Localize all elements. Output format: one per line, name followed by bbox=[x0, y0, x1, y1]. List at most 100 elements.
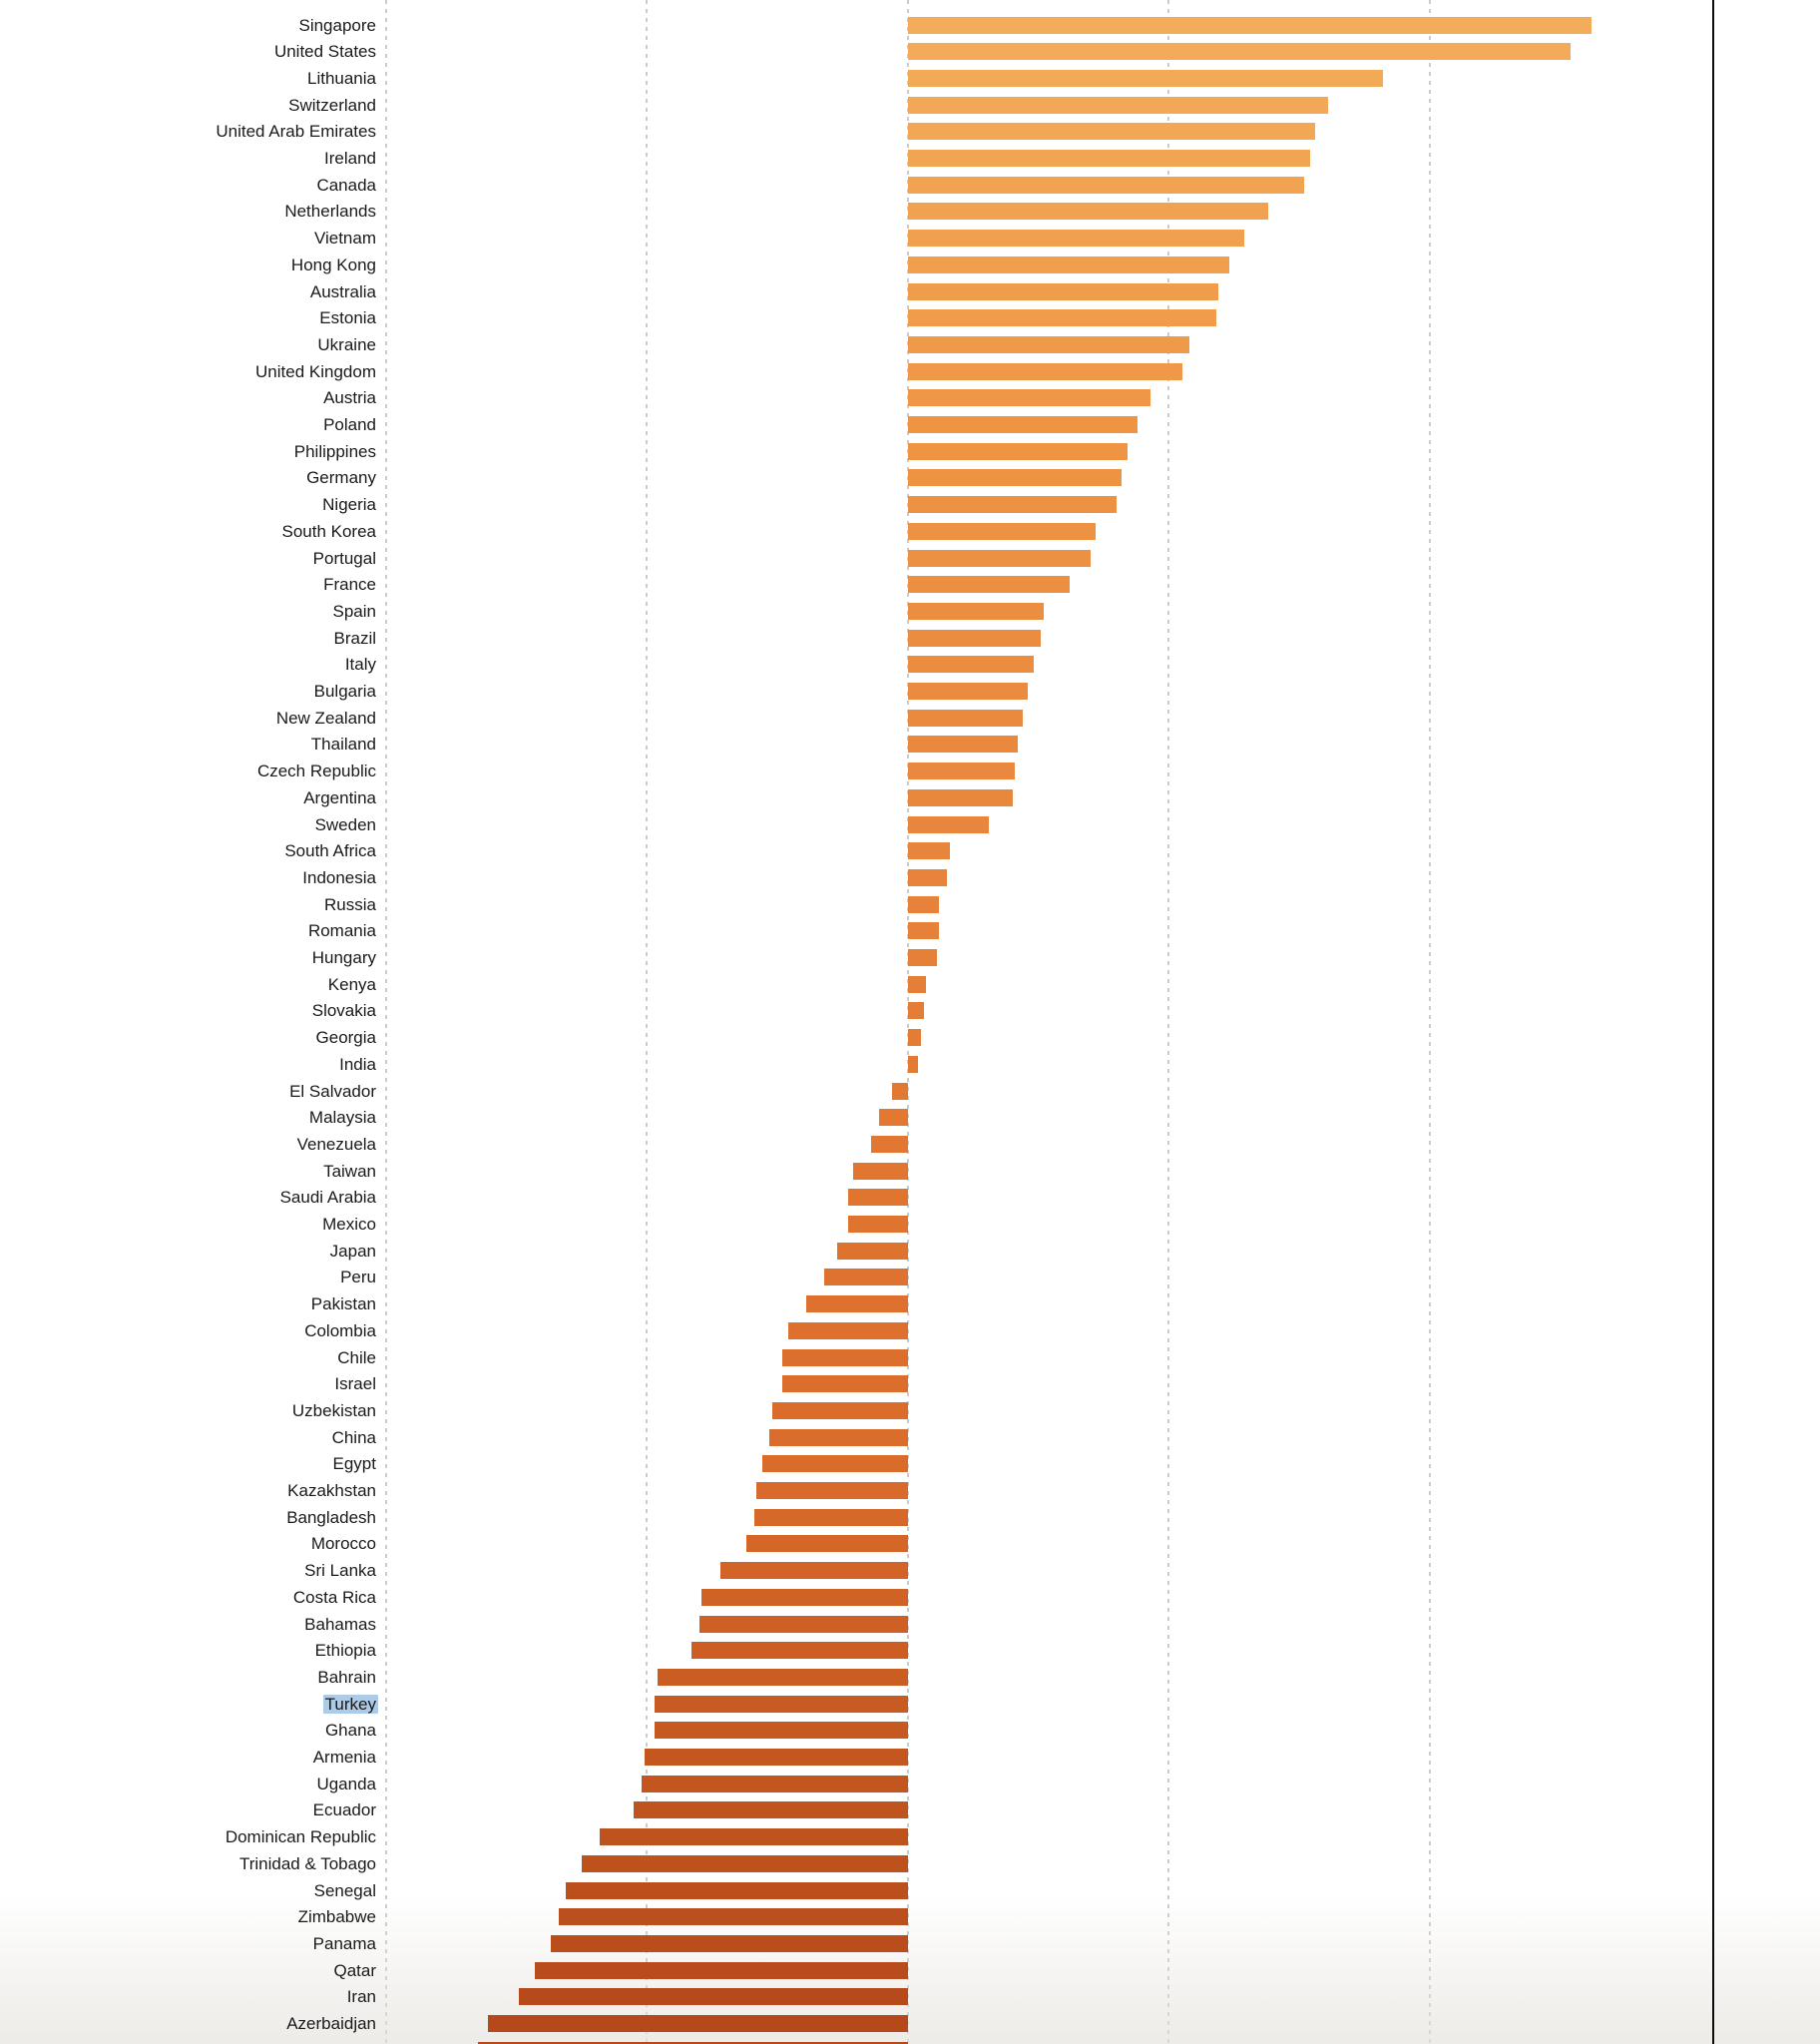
country-bar[interactable] bbox=[782, 1375, 908, 1392]
country-bar[interactable] bbox=[754, 1509, 908, 1526]
country-bar[interactable] bbox=[699, 1616, 908, 1633]
country-bar[interactable] bbox=[908, 603, 1044, 620]
country-bar[interactable] bbox=[551, 1935, 908, 1952]
country-bar[interactable] bbox=[566, 1882, 908, 1899]
country-bar[interactable] bbox=[908, 550, 1091, 567]
country-bar[interactable] bbox=[908, 389, 1150, 406]
country-bar[interactable] bbox=[908, 842, 950, 859]
country-label: Estonia bbox=[0, 304, 376, 331]
gridline bbox=[907, 0, 909, 2044]
country-label-text: Bahrain bbox=[317, 1668, 376, 1687]
country-bar[interactable] bbox=[908, 70, 1383, 87]
country-bar[interactable] bbox=[600, 1828, 908, 1845]
country-bar[interactable] bbox=[853, 1163, 908, 1180]
gridline bbox=[385, 0, 387, 2044]
country-label: Poland bbox=[0, 411, 376, 438]
country-bar[interactable] bbox=[645, 1749, 908, 1766]
country-bar[interactable] bbox=[908, 816, 989, 833]
country-bar[interactable] bbox=[488, 2015, 908, 2032]
country-bar[interactable] bbox=[908, 150, 1310, 167]
country-label-text: Bangladesh bbox=[286, 1508, 376, 1527]
country-bar[interactable] bbox=[908, 496, 1117, 513]
country-bar[interactable] bbox=[824, 1269, 908, 1285]
country-bar[interactable] bbox=[908, 922, 939, 939]
country-bar[interactable] bbox=[908, 576, 1070, 593]
country-bar[interactable] bbox=[871, 1136, 908, 1153]
country-bar[interactable] bbox=[908, 256, 1229, 273]
country-bar[interactable] bbox=[908, 230, 1244, 247]
country-label-text: Azerbaidjan bbox=[286, 2014, 376, 2033]
country-bar[interactable] bbox=[892, 1083, 908, 1100]
country-bar[interactable] bbox=[908, 523, 1096, 540]
country-bar[interactable] bbox=[582, 1855, 908, 1872]
country-bar[interactable] bbox=[788, 1322, 908, 1339]
country-bar[interactable] bbox=[756, 1482, 908, 1499]
country-bar[interactable] bbox=[908, 469, 1122, 486]
country-bar[interactable] bbox=[908, 43, 1571, 60]
country-label-text: Hungary bbox=[311, 948, 376, 967]
country-bar[interactable] bbox=[762, 1455, 908, 1472]
country-bar[interactable] bbox=[769, 1429, 908, 1446]
country-bar[interactable] bbox=[908, 363, 1182, 380]
country-bar[interactable] bbox=[908, 416, 1138, 433]
country-bar[interactable] bbox=[908, 896, 939, 913]
country-bar[interactable] bbox=[908, 763, 1015, 779]
country-bar[interactable] bbox=[701, 1589, 908, 1606]
country-bar[interactable] bbox=[908, 736, 1018, 753]
country-bar[interactable] bbox=[908, 789, 1013, 806]
country-label-text: China bbox=[331, 1428, 376, 1447]
country-bar[interactable] bbox=[908, 177, 1304, 194]
country-bar[interactable] bbox=[782, 1349, 908, 1366]
country-label-text: Qatar bbox=[333, 1961, 376, 1980]
country-bar[interactable] bbox=[655, 1696, 908, 1713]
country-bar[interactable] bbox=[848, 1216, 908, 1233]
country-label: Venezuela bbox=[0, 1131, 376, 1158]
country-bar[interactable] bbox=[837, 1243, 908, 1260]
country-bar[interactable] bbox=[908, 949, 937, 966]
country-label-text: United States bbox=[273, 42, 376, 61]
country-bar[interactable] bbox=[848, 1189, 908, 1206]
country-bar[interactable] bbox=[908, 17, 1592, 34]
country-bar[interactable] bbox=[691, 1642, 908, 1659]
country-bar[interactable] bbox=[908, 1056, 918, 1073]
country-label: Egypt bbox=[0, 1450, 376, 1477]
country-bar[interactable] bbox=[806, 1295, 908, 1312]
country-bar[interactable] bbox=[658, 1669, 908, 1686]
country-bar[interactable] bbox=[634, 1801, 908, 1818]
country-label-text: Netherlands bbox=[284, 202, 376, 221]
country-bar[interactable] bbox=[908, 283, 1218, 300]
country-label: Austria bbox=[0, 384, 376, 411]
country-bar[interactable] bbox=[908, 656, 1034, 673]
country-label: Morocco bbox=[0, 1530, 376, 1557]
country-bar[interactable] bbox=[908, 1029, 921, 1046]
country-bar[interactable] bbox=[720, 1562, 908, 1579]
country-label: Thailand bbox=[0, 731, 376, 758]
country-bar[interactable] bbox=[908, 683, 1028, 700]
country-bar[interactable] bbox=[908, 869, 947, 886]
country-label: Dominican Republic bbox=[0, 1823, 376, 1850]
country-bar[interactable] bbox=[655, 1722, 908, 1739]
country-label-text: Bahamas bbox=[304, 1615, 376, 1634]
country-bar[interactable] bbox=[908, 976, 926, 993]
country-bar[interactable] bbox=[559, 1908, 908, 1925]
country-bar[interactable] bbox=[908, 710, 1023, 727]
country-bar[interactable] bbox=[908, 1002, 924, 1019]
country-bar[interactable] bbox=[908, 336, 1189, 353]
country-bar[interactable] bbox=[746, 1535, 908, 1552]
country-bar[interactable] bbox=[908, 203, 1268, 220]
country-label-text: Spain bbox=[332, 602, 376, 621]
country-bar[interactable] bbox=[642, 1776, 908, 1792]
country-bar[interactable] bbox=[478, 2042, 908, 2044]
country-bar[interactable] bbox=[535, 1962, 908, 1979]
country-bar[interactable] bbox=[519, 1988, 908, 2005]
country-label: Singapore bbox=[0, 12, 376, 39]
country-bar[interactable] bbox=[908, 443, 1128, 460]
country-bar[interactable] bbox=[908, 309, 1216, 326]
country-bar[interactable] bbox=[908, 123, 1315, 140]
country-bar[interactable] bbox=[772, 1402, 908, 1419]
country-bar[interactable] bbox=[908, 630, 1041, 647]
country-label-text: Singapore bbox=[298, 16, 376, 35]
country-label-text: Poland bbox=[323, 415, 376, 434]
country-bar[interactable] bbox=[879, 1109, 908, 1126]
country-bar[interactable] bbox=[908, 97, 1328, 114]
